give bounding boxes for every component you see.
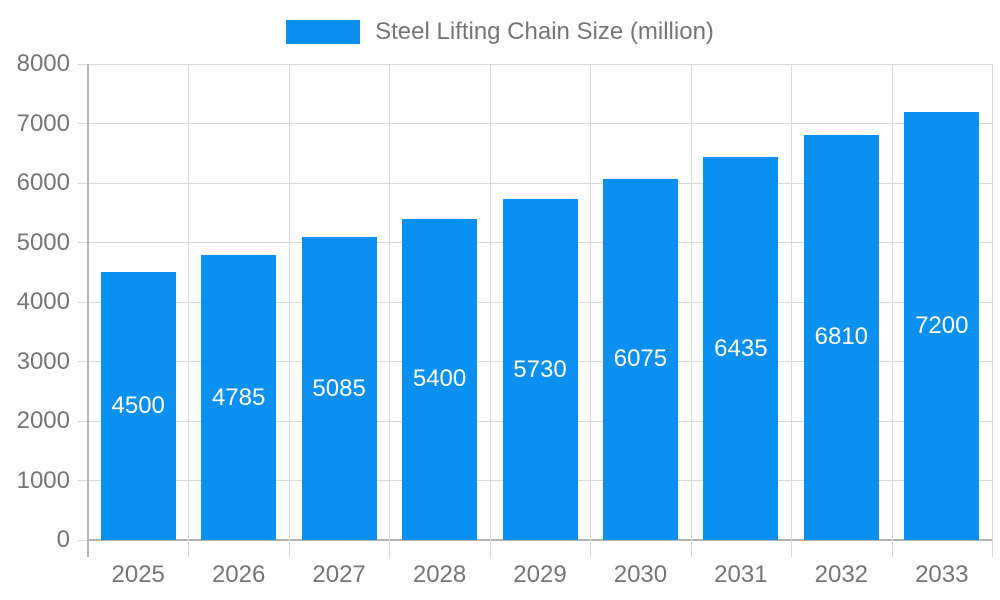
x-axis-label-2030: 2030 [613, 561, 668, 588]
legend-swatch [286, 20, 361, 44]
gridline-vertical [791, 64, 793, 557]
y-axis-tick [78, 242, 88, 243]
gridline-vertical [690, 64, 692, 557]
gridline-vertical [288, 64, 290, 557]
bar-2029[interactable]: 5730 [502, 199, 578, 540]
bar-2028[interactable]: 5400 [402, 218, 478, 540]
y-axis-label: 8000 [16, 50, 70, 77]
y-axis-label: 4000 [16, 288, 70, 315]
x-axis-label-2025: 2025 [111, 561, 165, 588]
gridline-vertical [389, 64, 391, 557]
bar-value-label: 6810 [814, 323, 869, 351]
bar-2032[interactable]: 6810 [803, 134, 879, 540]
y-axis-tick [78, 182, 88, 184]
gridline-vertical [992, 64, 993, 557]
x-axis-label-2032: 2032 [814, 561, 869, 588]
y-axis-tick [78, 361, 88, 362]
y-axis-line [87, 64, 89, 557]
y-axis-label: 3000 [16, 347, 70, 375]
y-axis-label: 5000 [16, 228, 70, 256]
y-axis-label: 7000 [16, 109, 70, 137]
bar-2030[interactable]: 6075 [602, 178, 678, 540]
legend[interactable]: Steel Lifting Chain Size (million) [0, 16, 1000, 48]
gridline-horizontal [88, 182, 992, 184]
y-axis-tick [78, 539, 88, 541]
bar-2026[interactable]: 4785 [201, 255, 277, 540]
gridline-vertical [891, 64, 893, 557]
y-axis-tick [78, 480, 88, 481]
y-axis-tick [78, 123, 88, 124]
bar-value-label: 4500 [111, 392, 165, 420]
y-axis-label: 6000 [16, 169, 70, 196]
y-axis-label: 1000 [16, 466, 70, 494]
y-axis-tick [78, 301, 88, 303]
bar-value-label: 5730 [513, 355, 567, 383]
x-axis-label-2031: 2031 [714, 561, 768, 588]
y-axis-tick [78, 63, 88, 65]
bar-2027[interactable]: 5085 [301, 237, 377, 540]
bar-2033[interactable]: 7200 [904, 111, 980, 540]
bar-value-label: 6075 [613, 345, 668, 373]
bar-2025[interactable]: 4500 [100, 272, 176, 540]
bar-value-label: 7200 [915, 311, 969, 339]
bar-value-label: 5400 [412, 365, 467, 393]
y-axis-tick [78, 420, 88, 422]
gridline-vertical [489, 64, 491, 557]
x-axis-label-2026: 2026 [211, 561, 266, 588]
gridline-horizontal [88, 123, 992, 124]
gridline-vertical [590, 64, 592, 557]
x-axis-label-2027: 2027 [312, 561, 366, 588]
y-axis-label: 0 [56, 526, 70, 553]
gridline-horizontal [88, 63, 992, 65]
y-axis-label: 2000 [16, 407, 70, 434]
bar-2031[interactable]: 6435 [703, 157, 779, 540]
x-axis-line [88, 539, 992, 541]
bar-value-label: 5085 [312, 374, 366, 402]
x-axis-label-2033: 2033 [915, 561, 969, 588]
legend-label: Steel Lifting Chain Size (million) [375, 18, 714, 45]
gridline-vertical [188, 64, 190, 557]
bar-value-label: 6435 [714, 334, 768, 362]
bar-value-label: 4785 [211, 383, 266, 411]
x-axis-label-2029: 2029 [513, 561, 567, 588]
x-axis-label-2028: 2028 [412, 561, 467, 588]
